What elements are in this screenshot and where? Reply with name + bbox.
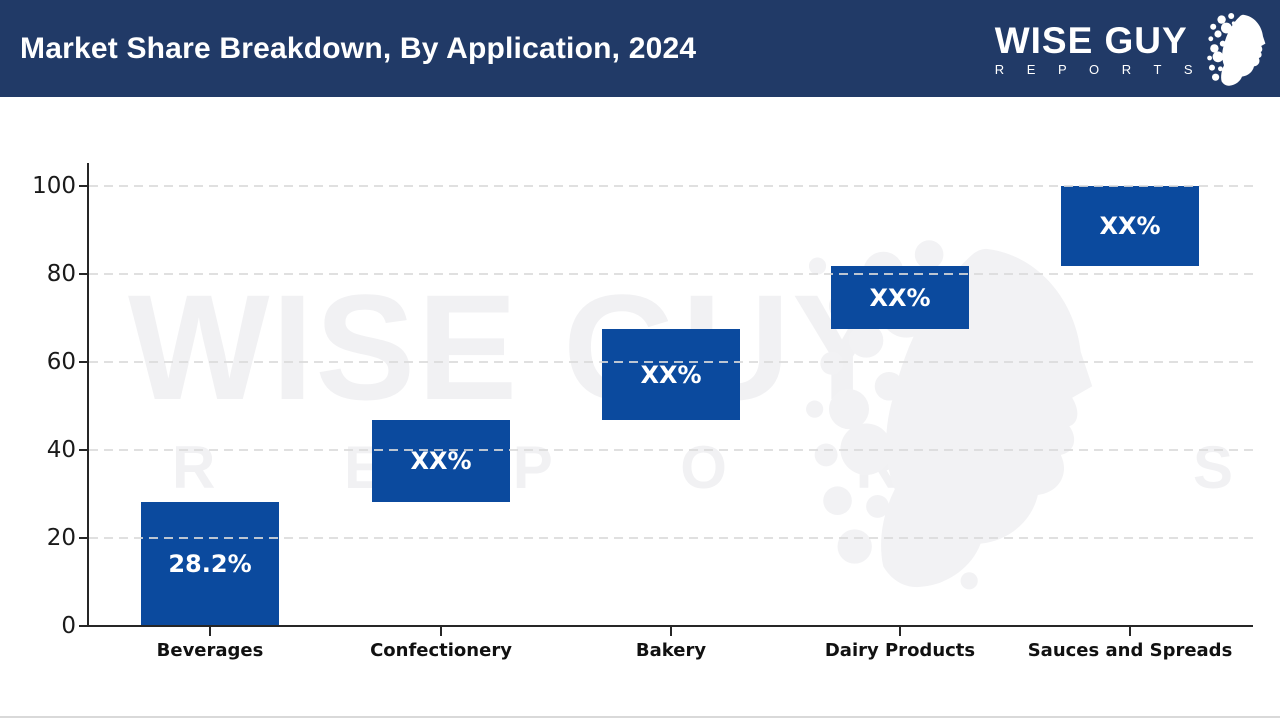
y-axis-tick bbox=[79, 361, 87, 363]
bar bbox=[602, 329, 740, 421]
gridline bbox=[89, 537, 1253, 539]
bar-value-label: XX% bbox=[869, 283, 931, 312]
y-axis-tick bbox=[79, 625, 87, 627]
y-axis-tick bbox=[79, 449, 87, 451]
bar-value-label: XX% bbox=[640, 360, 702, 389]
brand-name: WISE GUY bbox=[994, 19, 1188, 61]
x-axis-tick bbox=[1129, 627, 1131, 636]
bar-value-label: 28.2% bbox=[168, 549, 252, 578]
dotted-head-profile-watermark bbox=[806, 240, 1093, 590]
y-tick-label: 60 bbox=[46, 349, 76, 375]
x-axis-tick bbox=[209, 627, 211, 636]
bar bbox=[1061, 186, 1199, 267]
gridline bbox=[89, 449, 1253, 451]
bar bbox=[372, 420, 510, 502]
y-tick-label: 0 bbox=[61, 613, 76, 639]
brand-logo: WISE GUY R E P O R T S bbox=[995, 9, 1280, 89]
x-axis-tick bbox=[899, 627, 901, 636]
dotted-head-profile-icon bbox=[1207, 12, 1266, 86]
y-axis-tick bbox=[79, 185, 87, 187]
y-tick-label: 20 bbox=[46, 525, 76, 551]
bar-value-label: XX% bbox=[410, 447, 472, 475]
gridline bbox=[89, 361, 1253, 363]
x-category-label: Beverages bbox=[156, 640, 264, 661]
y-tick-label: 100 bbox=[32, 173, 76, 199]
x-category-label: Bakery bbox=[635, 640, 707, 661]
x-category-label: Sauces and Spreads bbox=[1027, 640, 1233, 661]
bar bbox=[831, 266, 969, 329]
watermark-brand-text: WISE GUY bbox=[128, 263, 895, 431]
x-category-label: Dairy Products bbox=[824, 640, 976, 661]
bar-value-label: XX% bbox=[1099, 212, 1161, 241]
y-tick-label: 80 bbox=[46, 261, 76, 287]
x-axis-tick bbox=[440, 627, 442, 636]
y-axis-tick bbox=[79, 273, 87, 275]
header-bar: Market Share Breakdown, By Application, … bbox=[0, 0, 1280, 97]
bar bbox=[141, 501, 279, 626]
brand-subtitle: R E P O R T S bbox=[994, 61, 1202, 77]
x-axis-line bbox=[87, 625, 1253, 627]
x-category-label: Confectionery bbox=[370, 640, 512, 661]
footer-divider bbox=[0, 716, 1280, 718]
brand-logo-text: WISE GUY R E P O R T S bbox=[995, 22, 1202, 76]
y-axis-tick bbox=[79, 537, 87, 539]
gridline bbox=[89, 185, 1253, 187]
y-axis-line bbox=[87, 163, 89, 627]
x-axis-tick bbox=[670, 627, 672, 636]
y-tick-label: 40 bbox=[46, 437, 76, 463]
waterfall-chart: 28.2% XX% XX% XX% XX% 0 20 40 60 80 100 Beverages Co… bbox=[0, 97, 1280, 697]
gridline bbox=[89, 273, 1253, 275]
page-title: Market Share Breakdown, By Application, … bbox=[20, 31, 697, 65]
